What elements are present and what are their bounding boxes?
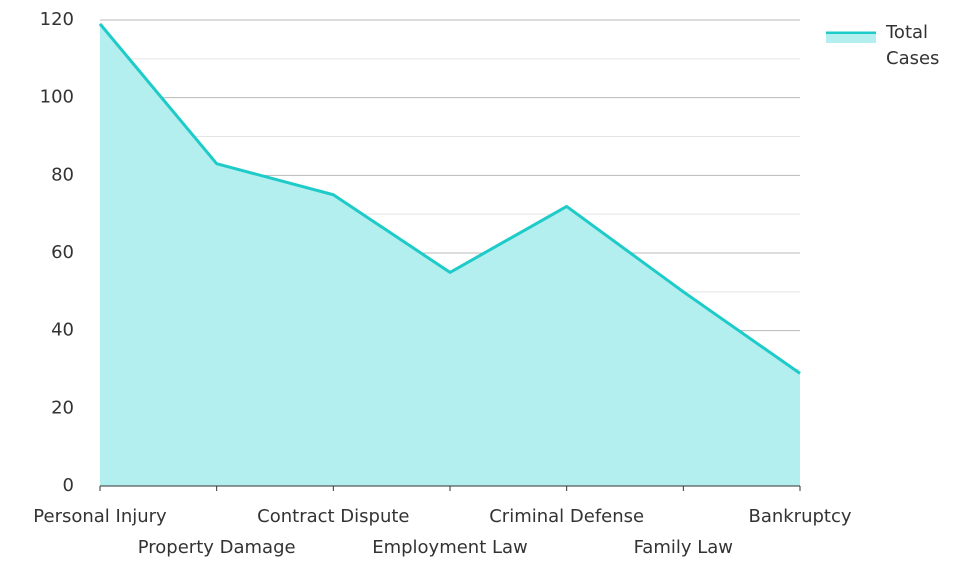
y-tick-label: 40	[51, 320, 74, 341]
x-tick-label: Bankruptcy	[748, 506, 851, 527]
area	[100, 23, 800, 487]
x-tick-label: Contract Dispute	[257, 506, 409, 527]
y-tick-label: 120	[40, 9, 74, 30]
x-tick-label: Criminal Defense	[489, 506, 644, 527]
x-tick-label: Personal Injury	[33, 506, 167, 527]
legend-label: Total Cases	[886, 22, 940, 69]
x-tick-label: Family Law	[634, 537, 733, 558]
y-tick-label: 0	[63, 475, 74, 496]
y-tick-label: 100	[40, 87, 74, 108]
y-tick-label: 80	[51, 164, 74, 185]
line	[98, 22, 801, 375]
x-tick-label: Property Damage	[138, 537, 296, 558]
y-tick-label: 20	[51, 397, 74, 418]
legend-swatch-fill	[826, 34, 876, 43]
y-tick-label: 60	[51, 242, 74, 263]
x-tick-label: Employment Law	[372, 537, 528, 558]
